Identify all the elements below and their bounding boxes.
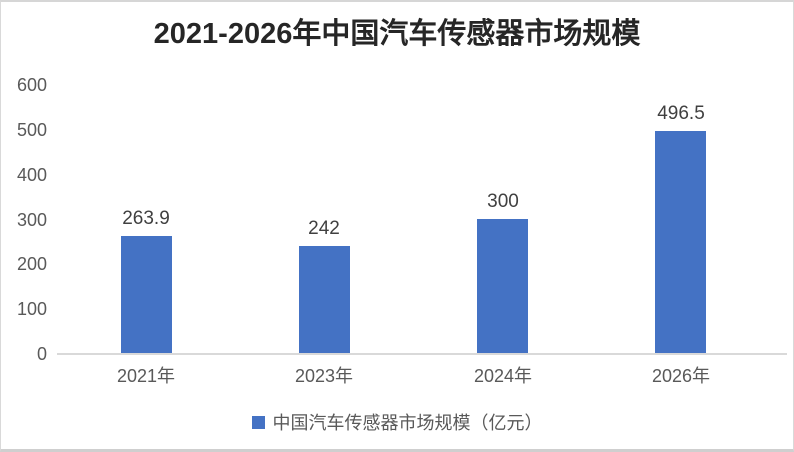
data-label: 496.5 [657, 103, 705, 124]
y-axis-tick-label: 600 [16, 75, 47, 95]
y-axis-tick-label: 500 [16, 119, 47, 140]
legend: 中国汽车传感器市场规模（亿元） [1, 409, 793, 435]
data-label: 242 [308, 218, 340, 239]
chart-title: 2021-2026年中国汽车传感器市场规模 [153, 18, 641, 50]
x-axis-tick-label: 2024年 [473, 366, 533, 386]
y-axis-tick-label: 400 [16, 164, 47, 185]
y-axis-tick-label: 300 [16, 209, 47, 230]
bar-2021年 [121, 236, 172, 354]
plot-area: 263.9 242 300 496.5 [57, 85, 770, 354]
x-axis-tick-label: 2023年 [294, 366, 354, 386]
bar-2023年 [299, 246, 350, 354]
bar-2026年 [655, 131, 706, 354]
data-label: 263.9 [122, 208, 170, 229]
x-axis-tick-labels: 2021年 2023年 2024年 2026年 [57, 365, 770, 389]
y-axis-tick-label: 200 [16, 254, 47, 275]
data-label: 300 [487, 191, 519, 212]
bar-2024年 [477, 219, 528, 354]
legend-label: 中国汽车传感器市场规模（亿元） [272, 413, 543, 433]
y-axis-tick-label: 100 [16, 299, 47, 320]
y-axis-tick-label: 0 [36, 344, 47, 364]
y-axis-tick-labels: 0 100 200 300 400 500 600 [1, 75, 47, 364]
legend-swatch [251, 415, 265, 429]
x-axis-line [57, 353, 787, 355]
x-axis-tick-label: 2026年 [651, 366, 711, 386]
x-axis-tick-label: 2021年 [116, 366, 176, 386]
